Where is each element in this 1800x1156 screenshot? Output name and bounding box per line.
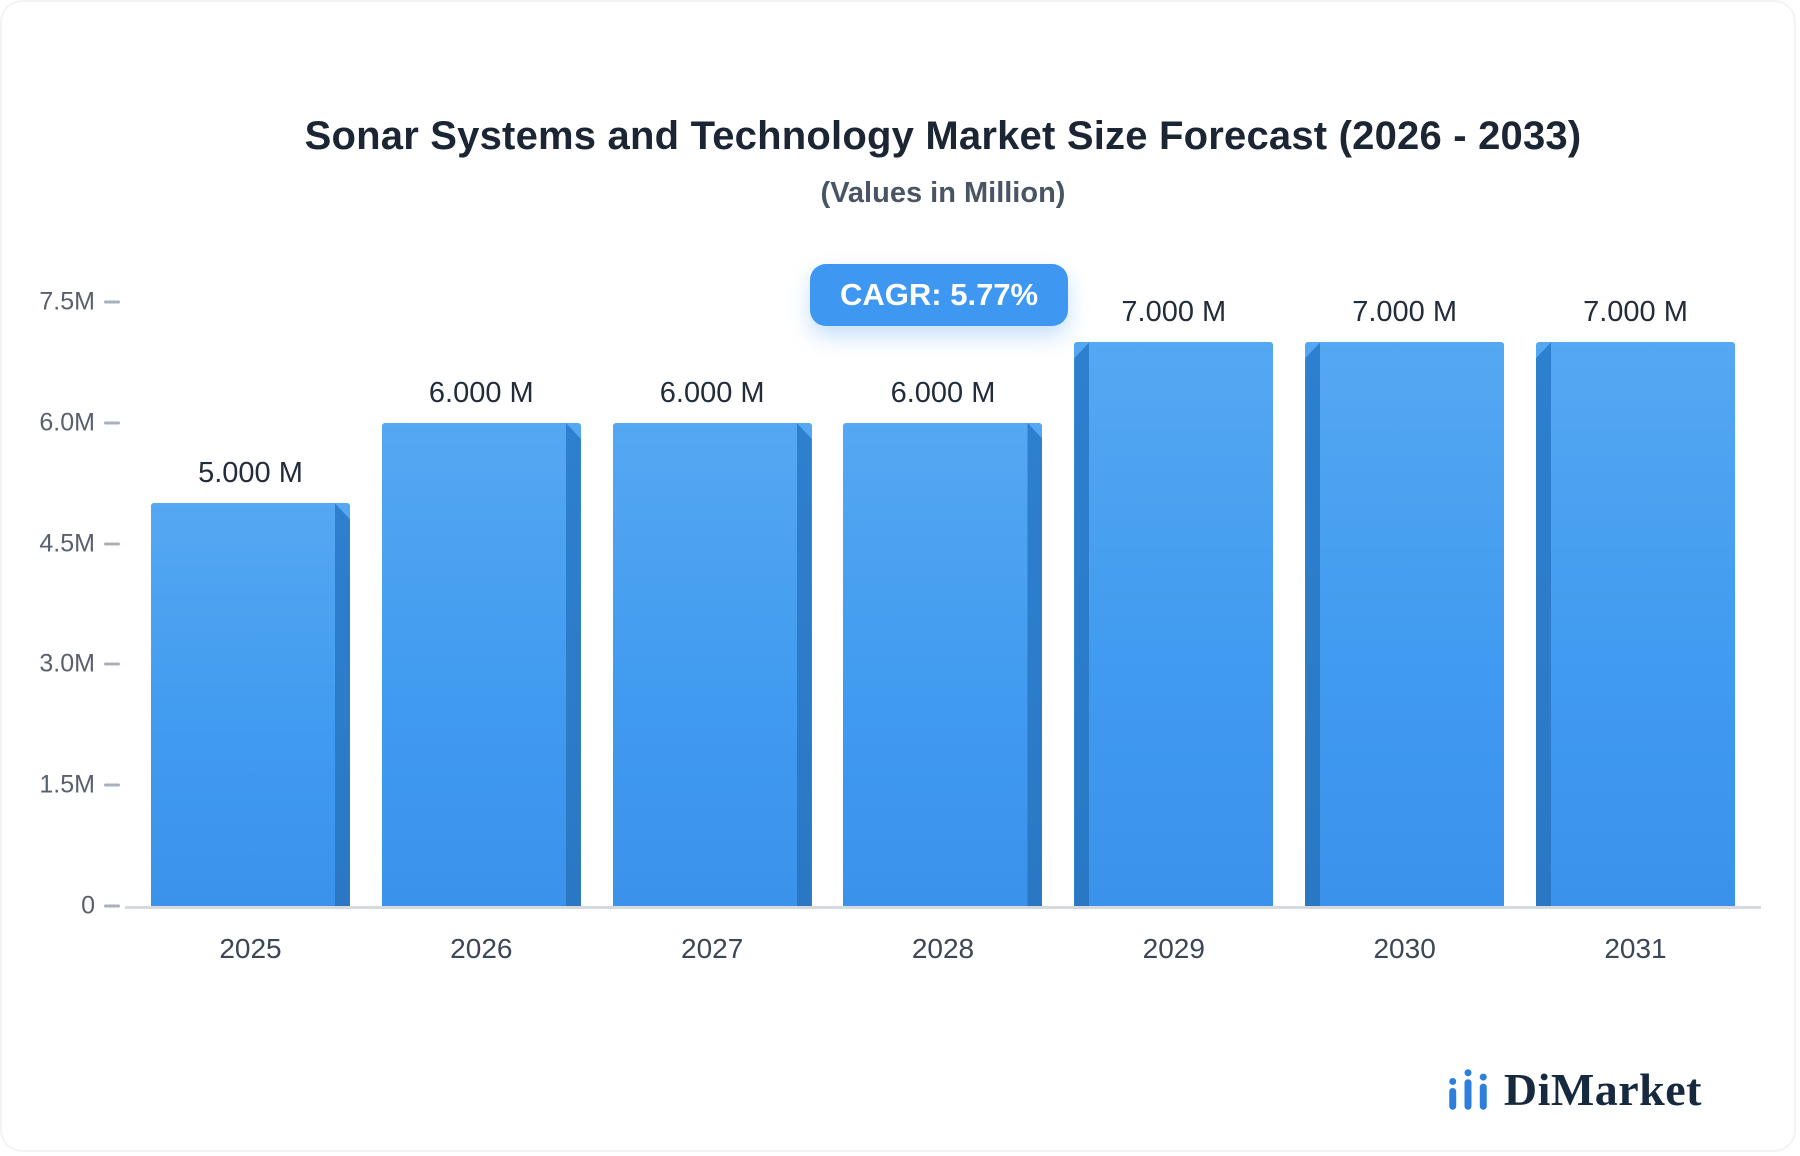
bar: 7.000 M — [1305, 296, 1505, 906]
y-tick: 7.5M — [8, 287, 120, 316]
y-tick: 0 — [8, 891, 120, 920]
x-tick-label: 2026 — [450, 933, 513, 964]
brand-name: DiMarket — [1503, 1063, 1702, 1115]
x-tick-label: 2031 — [1604, 933, 1667, 964]
bar-chart: 0 1.5M 3.0M 4.5M 6.0M 7.5M 5.000 M 6.000 M 6.000… — [39, 289, 1761, 965]
chart-header: Sonar Systems and Technology Market Size… — [125, 114, 1761, 210]
bar-value-label: 7.000 M — [1121, 296, 1227, 329]
y-tick-mark — [104, 783, 120, 787]
y-tick: 1.5M — [8, 770, 120, 799]
bar: 7.000 M — [1535, 296, 1735, 906]
bar-group: 5.000 M — [151, 302, 350, 906]
brand-logo: DiMarket — [1444, 1063, 1702, 1115]
bar-group: 7.000 M — [1305, 296, 1505, 906]
y-tick-label: 1.5M — [39, 770, 95, 799]
chart-subtitle: (Values in Million) — [820, 177, 1066, 209]
bar: 5.000 M — [151, 457, 350, 906]
y-tick-label: 3.0M — [39, 649, 95, 678]
bar: 6.000 M — [612, 377, 812, 906]
chart-title: Sonar Systems and Technology Market Size… — [304, 114, 1582, 158]
y-tick-label: 7.5M — [39, 287, 95, 316]
x-tick-label: 2025 — [219, 933, 282, 964]
plot-area: 0 1.5M 3.0M 4.5M 6.0M 7.5M 5.000 M 6.000 M 6.000… — [39, 289, 1761, 918]
bar: 6.000 M — [381, 377, 581, 906]
y-tick-mark — [104, 300, 120, 304]
bar-group: 7.000 M — [1535, 296, 1735, 906]
y-tick-mark — [104, 542, 120, 546]
bar-group: 6.000 M — [612, 302, 812, 906]
y-tick-mark — [104, 421, 120, 425]
x-axis: 2025 2026 2027 2028 2029 2030 2031 — [125, 933, 1761, 965]
y-tick-label: 6.0M — [39, 408, 95, 437]
bar-group: 6.000 M — [843, 302, 1043, 906]
bar-value-label: 7.000 M — [1583, 296, 1688, 329]
bar: 7.000 M — [1074, 296, 1274, 906]
bar-value-label: 6.000 M — [428, 376, 534, 409]
x-tick-label: 2029 — [1142, 933, 1205, 964]
bar-value-label: 6.000 M — [659, 376, 765, 409]
y-tick-label: 4.5M — [39, 529, 95, 558]
y-tick: 6.0M — [8, 410, 120, 435]
y-tick-label: 0 — [81, 891, 95, 920]
x-tick-label: 2027 — [681, 933, 744, 964]
y-tick-mark — [104, 904, 120, 908]
bar-value-label: 5.000 M — [198, 457, 303, 490]
x-tick-label: 2028 — [911, 933, 975, 964]
bar-value-label: 6.000 M — [890, 376, 996, 409]
bar-group: 6.000 M — [381, 302, 581, 906]
bar-group: 7.000 M — [1074, 296, 1274, 906]
cagr-badge: CAGR: 5.77% — [810, 264, 1069, 326]
y-tick: 4.5M — [8, 531, 120, 556]
bar: 6.000 M — [843, 377, 1043, 906]
x-tick-label: 2030 — [1373, 933, 1436, 964]
bar-chart-icon — [1449, 1069, 1487, 1110]
y-tick-mark — [104, 662, 120, 666]
y-tick: 3.0M — [8, 649, 120, 678]
bar-value-label: 7.000 M — [1352, 296, 1458, 329]
